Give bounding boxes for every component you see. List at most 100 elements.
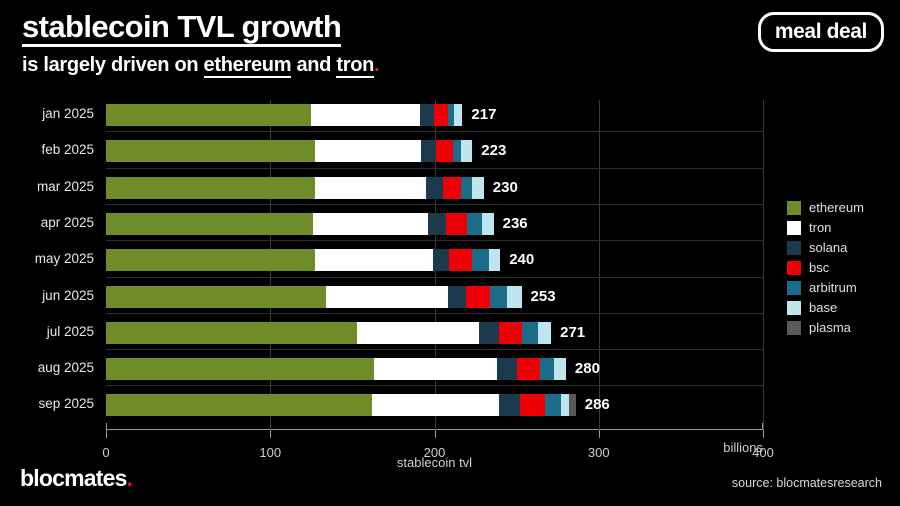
legend-label: plasma	[809, 320, 851, 335]
bar-segment-arbitrum[interactable]	[544, 394, 561, 417]
stacked-bar[interactable]	[106, 249, 501, 272]
bar-segment-ethereum[interactable]	[106, 140, 315, 163]
row-separator	[106, 131, 763, 133]
subtitle-text-pre: is largely driven on	[22, 54, 204, 77]
bar-segment-base[interactable]	[488, 249, 501, 272]
stacked-bar[interactable]	[106, 358, 566, 381]
stacked-bar[interactable]	[106, 104, 463, 126]
bar-segment-arbitrum[interactable]	[460, 176, 473, 199]
bar-segment-ethereum[interactable]	[106, 321, 358, 344]
bar-segment-solana[interactable]	[478, 321, 499, 344]
bar-segment-base[interactable]	[454, 104, 463, 126]
bar-segment-tron[interactable]	[357, 321, 479, 344]
bar-segment-ethereum[interactable]	[106, 285, 327, 308]
bar-segment-solana[interactable]	[496, 358, 517, 381]
page-subtitle: is largely driven on ethereum and tron.	[22, 54, 380, 79]
bar-segment-solana[interactable]	[419, 104, 435, 126]
y-axis-category-label: may 2025	[34, 251, 94, 267]
bar-segment-bsc[interactable]	[436, 140, 453, 163]
subtitle-text-mid: and	[291, 54, 337, 77]
legend-item-plasma[interactable]: plasma	[787, 320, 864, 335]
legend-item-ethereum[interactable]: ethereum	[787, 200, 864, 215]
bar-segment-ethereum[interactable]	[106, 358, 374, 381]
stacked-bar[interactable]	[106, 212, 494, 235]
stacked-bar[interactable]	[106, 321, 552, 344]
legend-item-bsc[interactable]: bsc	[787, 260, 864, 275]
table-row[interactable]: jul 2025 271	[47, 321, 763, 344]
bar-segment-bsc[interactable]	[498, 321, 522, 344]
bar-segment-bsc[interactable]	[445, 212, 468, 235]
bar-segment-arbitrum[interactable]	[452, 140, 461, 163]
bar-segment-bsc[interactable]	[434, 104, 448, 126]
table-row[interactable]: jan 2025 217	[42, 104, 763, 126]
table-row[interactable]: aug 2025 280	[38, 358, 763, 381]
bar-segment-base[interactable]	[460, 140, 473, 163]
bar-segment-tron[interactable]	[314, 249, 433, 272]
bar-segment-base[interactable]	[472, 176, 484, 199]
bar-segment-arbitrum[interactable]	[490, 285, 507, 308]
bar-segment-arbitrum[interactable]	[447, 104, 455, 126]
bar-segment-ethereum[interactable]	[106, 104, 312, 126]
subtitle-emphasis-ethereum: ethereum	[203, 54, 292, 79]
legend-item-tron[interactable]: tron	[787, 220, 864, 235]
table-row[interactable]: feb 2025 223	[41, 140, 763, 163]
bar-segment-ethereum[interactable]	[106, 249, 315, 272]
bar-segment-bsc[interactable]	[465, 285, 491, 308]
bar-segment-solana[interactable]	[498, 394, 520, 417]
table-row[interactable]: jun 2025 253	[42, 285, 763, 308]
bar-segment-solana[interactable]	[421, 140, 437, 163]
bar-segment-tron[interactable]	[373, 358, 497, 381]
bar-segment-bsc[interactable]	[449, 249, 473, 272]
bar-segment-plasma[interactable]	[569, 394, 576, 417]
bar-segment-bsc[interactable]	[519, 394, 545, 417]
legend-swatch-solana	[787, 240, 801, 255]
bar-segment-tron[interactable]	[314, 176, 427, 199]
bar-segment-arbitrum[interactable]	[521, 321, 538, 344]
bar-segment-solana[interactable]	[432, 249, 450, 272]
bar-segment-solana[interactable]	[427, 212, 446, 235]
stacked-bar[interactable]	[106, 394, 576, 417]
bar-segment-tron[interactable]	[326, 285, 448, 308]
legend-label: ethereum	[809, 200, 864, 215]
bar-segment-bsc[interactable]	[442, 176, 461, 199]
bar-segment-solana[interactable]	[447, 285, 466, 308]
bar-segment-base[interactable]	[537, 321, 552, 344]
bar-segment-arbitrum[interactable]	[472, 249, 489, 272]
table-row[interactable]: sep 2025 286	[38, 394, 763, 417]
bar-segment-base[interactable]	[554, 358, 566, 381]
x-axis-tick-label: 300	[587, 445, 610, 460]
stacked-bar[interactable]	[106, 176, 484, 199]
bar-segment-tron[interactable]	[312, 212, 428, 235]
bar-segment-arbitrum[interactable]	[467, 212, 483, 235]
table-row[interactable]: may 2025 240	[35, 249, 763, 272]
bar-segment-base[interactable]	[560, 394, 570, 417]
table-row[interactable]: apr 2025 236	[41, 212, 763, 235]
table-row[interactable]: mar 2025 230	[37, 176, 763, 199]
bar-total-value: 217	[471, 106, 497, 123]
bar-segment-base[interactable]	[506, 285, 522, 308]
bar-segment-tron[interactable]	[314, 140, 422, 163]
y-axis-category-label: jan 2025	[42, 106, 94, 121]
header-block: stablecoin TVL growth is largely driven …	[22, 10, 380, 79]
blocmates-brand: blocmates.	[20, 465, 133, 492]
y-axis-category-label: jun 2025	[42, 287, 94, 303]
x-axis-units: billions	[723, 440, 763, 455]
bar-segment-tron[interactable]	[311, 104, 420, 126]
stacked-bar[interactable]	[106, 140, 473, 163]
legend-item-solana[interactable]: solana	[787, 240, 864, 255]
bar-segment-tron[interactable]	[372, 394, 499, 417]
bar-total-value: 271	[560, 323, 586, 341]
bar-segment-ethereum[interactable]	[106, 394, 373, 417]
bar-total-value: 236	[502, 214, 528, 232]
bar-segment-bsc[interactable]	[516, 358, 540, 381]
legend-item-arbitrum[interactable]: arbitrum	[787, 280, 864, 295]
stacked-bar[interactable]	[106, 285, 522, 308]
legend-item-base[interactable]: base	[787, 300, 864, 315]
bar-segment-arbitrum[interactable]	[539, 358, 555, 381]
bar-total-value: 230	[492, 178, 518, 196]
bar-segment-base[interactable]	[482, 212, 494, 235]
subtitle-emphasis-tron: tron	[336, 54, 375, 79]
bar-segment-solana[interactable]	[426, 176, 443, 199]
bar-segment-ethereum[interactable]	[106, 176, 315, 199]
bar-segment-ethereum[interactable]	[106, 212, 313, 235]
